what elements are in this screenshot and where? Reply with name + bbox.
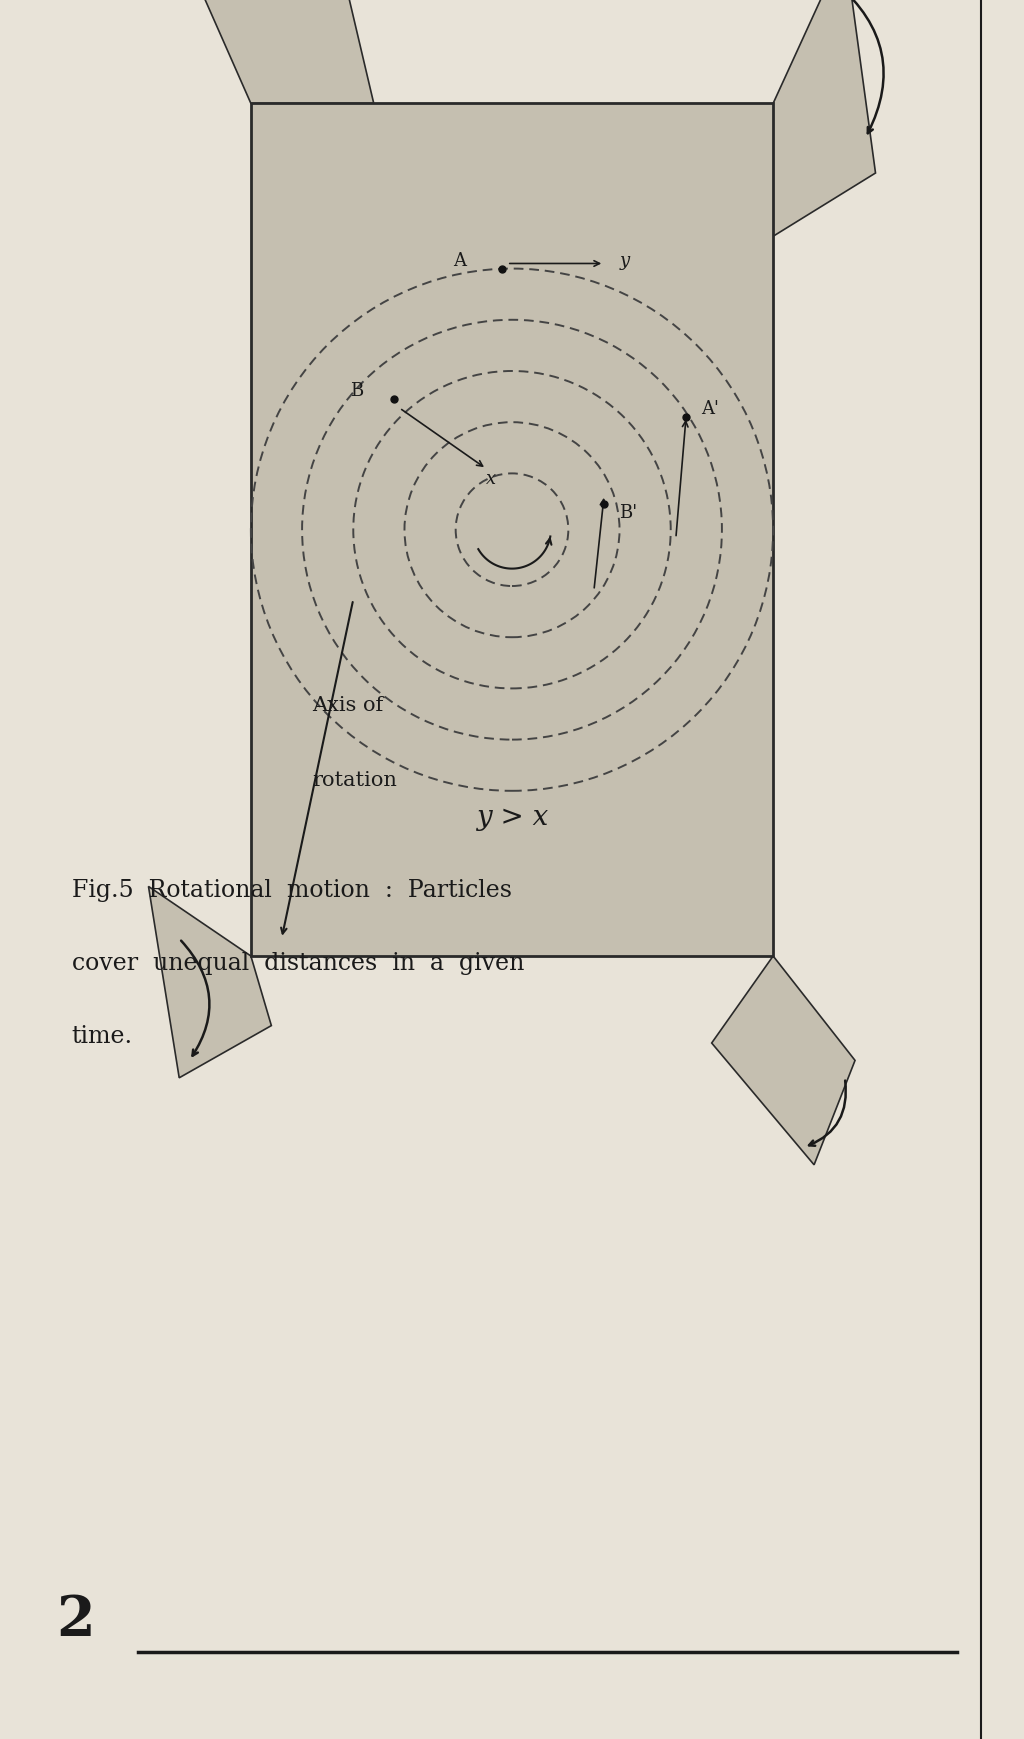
Polygon shape (712, 956, 855, 1165)
Text: rotation: rotation (312, 770, 397, 790)
Text: y: y (620, 252, 630, 270)
Text: Axis of: Axis of (312, 696, 384, 715)
Text: x: x (486, 470, 497, 487)
Text: cover  unequal  distances  in  a  given: cover unequal distances in a given (72, 951, 524, 974)
Bar (251, 104, 773, 956)
Text: 2: 2 (56, 1591, 95, 1647)
Text: y > x: y > x (476, 803, 548, 831)
Text: time.: time. (72, 1024, 133, 1047)
Polygon shape (763, 0, 876, 243)
Text: B: B (350, 383, 364, 400)
Polygon shape (148, 887, 271, 1078)
Text: A: A (453, 252, 466, 270)
Polygon shape (189, 0, 374, 104)
Text: A': A' (701, 400, 719, 417)
Text: B': B' (620, 504, 638, 522)
Text: Fig.5  Rotational  motion  :  Particles: Fig.5 Rotational motion : Particles (72, 878, 512, 901)
